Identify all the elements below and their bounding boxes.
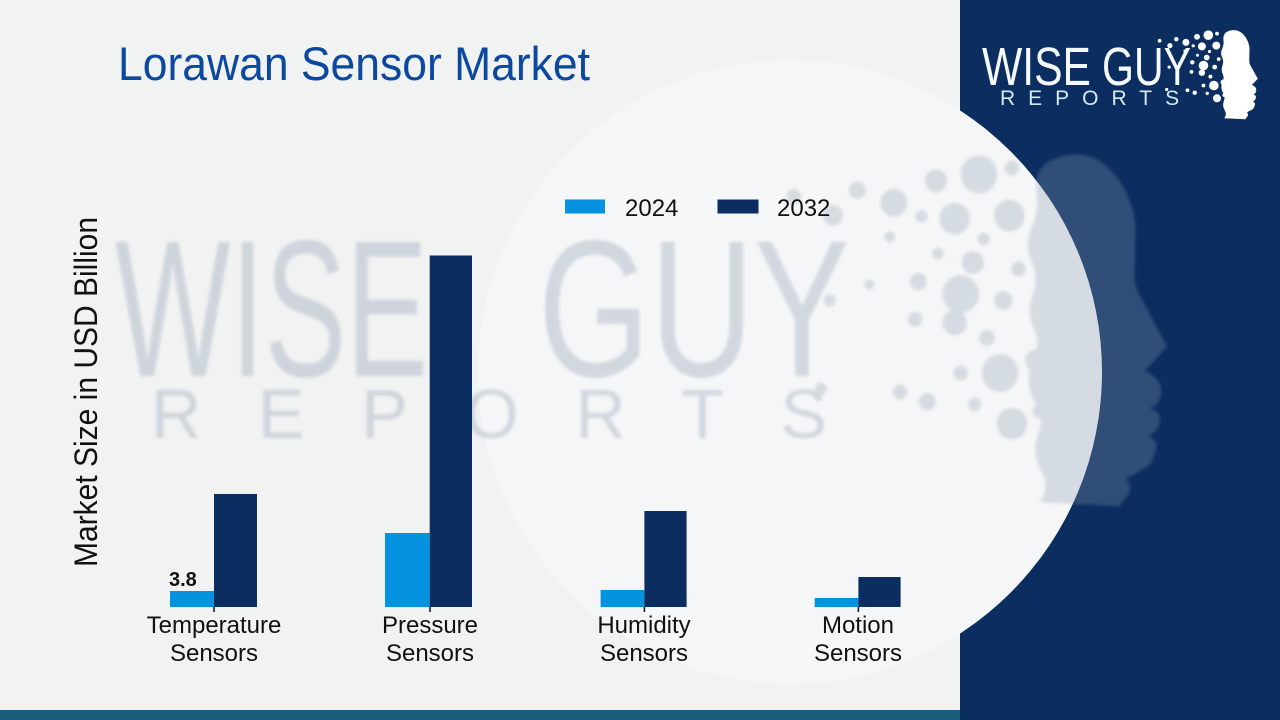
svg-text:WISE: WISE (115, 200, 428, 418)
svg-text:Sensors: Sensors (600, 640, 688, 667)
svg-text:Pressure: Pressure (382, 612, 478, 639)
svg-text:Market Size in USD Billion: Market Size in USD Billion (68, 217, 104, 567)
svg-text:3.8: 3.8 (169, 569, 197, 591)
svg-text:WISE: WISE (982, 37, 1091, 97)
svg-text:GUY: GUY (1102, 37, 1191, 97)
svg-text:Sensors: Sensors (386, 640, 474, 667)
svg-text:Motion: Motion (822, 612, 894, 639)
svg-text:Temperature: Temperature (147, 612, 282, 639)
svg-text:REPORTS: REPORTS (1000, 87, 1192, 110)
svg-text:Lorawan Sensor Market: Lorawan Sensor Market (118, 37, 590, 90)
svg-text:GUY: GUY (538, 200, 850, 418)
svg-text:REPORTS: REPORTS (151, 375, 884, 453)
svg-text:2024: 2024 (625, 195, 678, 222)
svg-text:Sensors: Sensors (814, 640, 902, 667)
svg-text:Humidity: Humidity (597, 612, 690, 639)
svg-text:Sensors: Sensors (170, 640, 258, 667)
svg-text:2032: 2032 (777, 195, 830, 222)
